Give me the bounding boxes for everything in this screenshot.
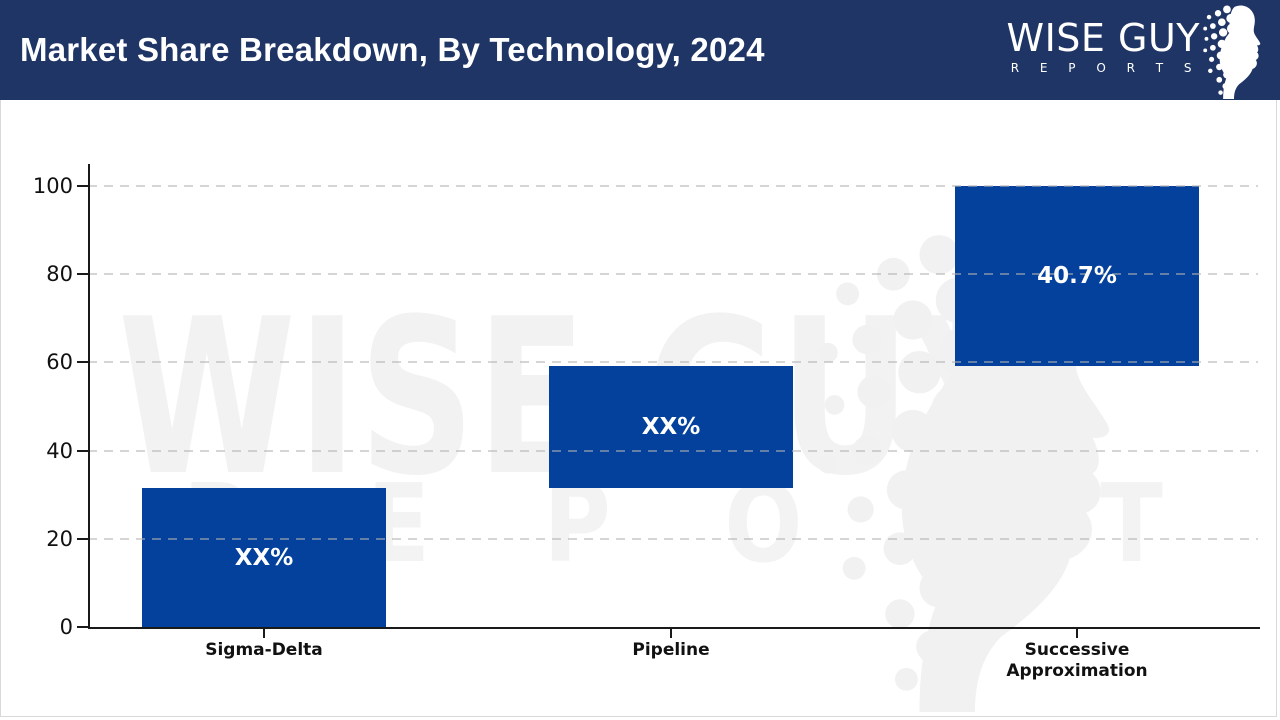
y-axis-label-0: 0: [59, 615, 73, 639]
y-axis-label-20: 20: [46, 526, 73, 551]
y-axis-label-100: 100: [32, 174, 73, 198]
bar-value-label-1: XX%: [641, 414, 701, 440]
bar-pipeline: [549, 365, 793, 489]
chart-title: Market Share Breakdown, By Technology, 2…: [20, 31, 765, 68]
y-axis-label-40: 40: [46, 438, 73, 463]
y-axis-tick-60: [77, 361, 88, 364]
category-label-2: Successive Approximation: [1006, 640, 1148, 681]
x-axis-tick-0: [263, 629, 265, 638]
bar-successive-approximation: [955, 186, 1199, 366]
x-axis-tick-1: [670, 629, 672, 638]
brand-subtitle: R E P O R T S: [1010, 61, 1200, 75]
bar-value-label-0: XX%: [234, 544, 294, 571]
y-axis-tick-40: [77, 449, 88, 452]
y-axis-tick-100: [77, 185, 88, 187]
category-label-0: Sigma-Delta: [205, 640, 323, 660]
y-axis-tick-80: [77, 273, 88, 276]
y-axis-label-60: 60: [46, 350, 73, 375]
gridline-60: [88, 361, 1258, 364]
y-axis-line: [88, 164, 90, 629]
brand-logo-text: WISE GUY R E P O R T S: [1007, 18, 1200, 75]
brand-name: WISE GUY: [1006, 16, 1200, 60]
bar-sigma-delta: [142, 488, 386, 627]
gridline-40: [88, 449, 1258, 452]
x-axis-tick-2: [1076, 629, 1078, 638]
category-label-1: Pipeline: [632, 640, 710, 660]
y-axis-tick-0: [77, 626, 88, 628]
y-axis-label-80: 80: [46, 262, 73, 287]
x-axis-line: [88, 627, 1260, 629]
gridline-80: [88, 273, 1258, 276]
face-dots-logo-icon: [1203, 5, 1261, 99]
gridline-20: [88, 537, 1258, 540]
gridline-100: [88, 185, 1258, 187]
bar-value-label-2: 40.7%: [1037, 263, 1117, 290]
header-bar: Market Share Breakdown, By Technology, 2…: [0, 0, 1280, 100]
brand-logo: WISE GUY R E P O R T S: [1004, 0, 1274, 100]
y-axis-tick-20: [77, 537, 88, 540]
